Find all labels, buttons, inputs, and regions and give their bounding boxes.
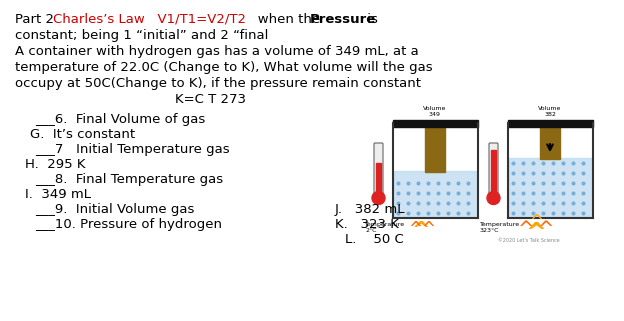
Text: H.  295 K: H. 295 K <box>25 158 85 171</box>
Text: K.   323 K: K. 323 K <box>335 218 399 231</box>
Text: Volume
349: Volume 349 <box>423 106 447 117</box>
Text: temperature of 22.0C (Change to K), What volume will the gas: temperature of 22.0C (Change to K), What… <box>15 61 432 74</box>
Text: I.  349 mL: I. 349 mL <box>25 188 91 201</box>
Text: occupy at 50C(Change to K), if the pressure remain constant: occupy at 50C(Change to K), if the press… <box>15 77 421 90</box>
Text: Pressure: Pressure <box>310 13 376 26</box>
Text: J.   382 mL: J. 382 mL <box>335 203 406 216</box>
Text: ^: ^ <box>408 220 422 238</box>
Text: ^: ^ <box>518 220 534 239</box>
Text: ___6.  Final Volume of gas: ___6. Final Volume of gas <box>35 113 205 126</box>
Bar <box>376 163 381 196</box>
Text: ___7   Initial Temperature gas: ___7 Initial Temperature gas <box>35 143 230 156</box>
Text: ___10. Pressure of hydrogen: ___10. Pressure of hydrogen <box>35 218 222 231</box>
Text: ©2020 Let's Talk Science: ©2020 Let's Talk Science <box>498 238 560 243</box>
Text: Temperature
2°C: Temperature 2°C <box>365 222 405 233</box>
Text: Part 2: Part 2 <box>15 13 58 26</box>
Bar <box>540 123 560 159</box>
Text: when the: when the <box>245 13 324 26</box>
Text: ___9.  Initial Volume gas: ___9. Initial Volume gas <box>35 203 194 216</box>
Text: K=C T 273: K=C T 273 <box>175 93 246 106</box>
Text: Charles’s Law   V1/T1=V2/T2: Charles’s Law V1/T1=V2/T2 <box>53 13 246 26</box>
Text: ^: ^ <box>412 221 431 241</box>
Bar <box>508 120 593 127</box>
Circle shape <box>487 192 500 204</box>
Text: Volume
382: Volume 382 <box>539 106 562 117</box>
Text: constant; being 1 “initial” and 2 “final: constant; being 1 “initial” and 2 “final <box>15 29 268 42</box>
Bar <box>394 171 477 217</box>
Text: Temperature
323°C: Temperature 323°C <box>480 222 520 233</box>
Bar <box>393 120 478 127</box>
Bar <box>491 150 496 196</box>
Text: ^: ^ <box>529 213 543 231</box>
Text: G.  It’s constant: G. It’s constant <box>30 128 135 141</box>
Text: A container with hydrogen gas has a volume of 349 mL, at a: A container with hydrogen gas has a volu… <box>15 45 419 58</box>
FancyBboxPatch shape <box>374 143 383 197</box>
Bar <box>425 123 445 172</box>
Circle shape <box>372 192 385 204</box>
Text: ^: ^ <box>421 220 435 238</box>
Text: L.    50 C: L. 50 C <box>345 233 404 246</box>
Text: ^: ^ <box>525 221 547 245</box>
Text: is: is <box>363 13 378 26</box>
Text: ^: ^ <box>538 220 554 239</box>
Bar <box>509 158 592 217</box>
Text: ___8.  Final Temperature gas: ___8. Final Temperature gas <box>35 173 223 186</box>
FancyBboxPatch shape <box>489 143 498 197</box>
